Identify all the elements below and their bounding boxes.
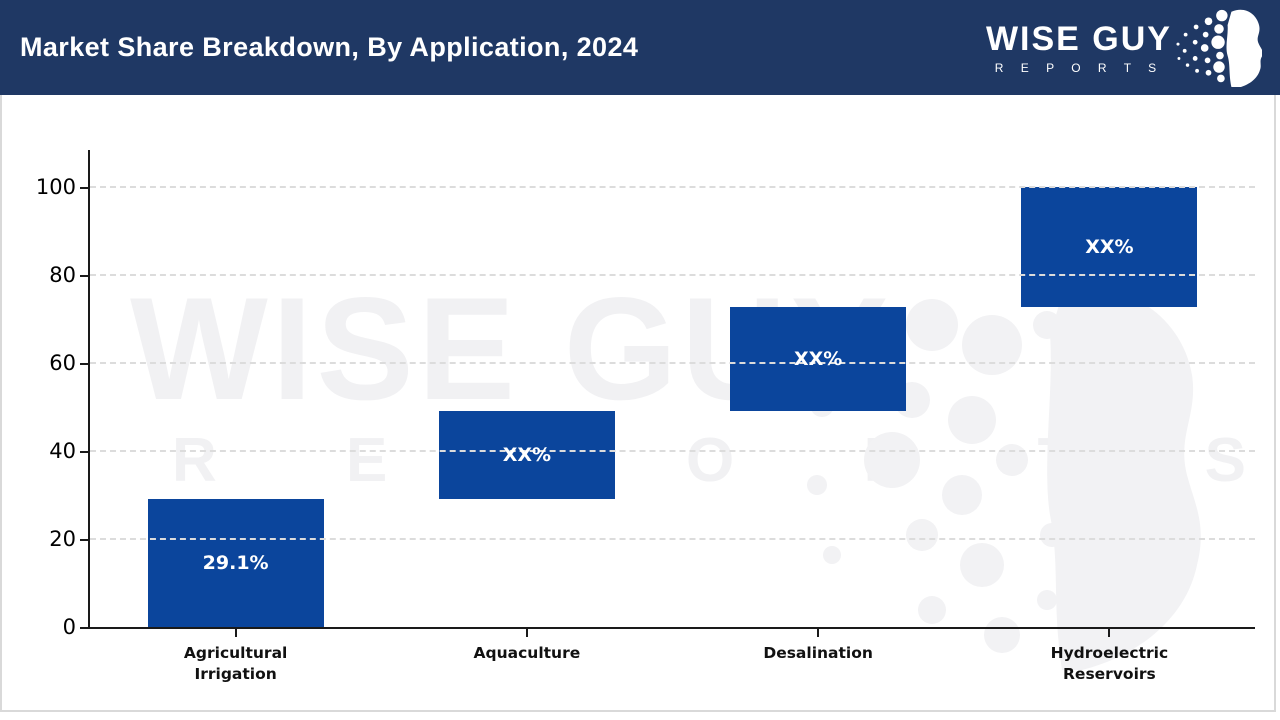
category-label: Hydroelectric Reservoirs — [1051, 643, 1169, 685]
x-tick-mark — [525, 629, 528, 637]
y-tick-label: 0 — [62, 615, 76, 639]
category-label-line: Irrigation — [194, 665, 277, 683]
chart-area: WISE GUY R E P O R T S 29.1% XX% XX% XX% 0 20… — [0, 95, 1276, 712]
y-tick-label: 20 — [49, 527, 76, 551]
y-tick-label: 80 — [49, 263, 76, 287]
gridline — [90, 450, 1255, 452]
header-bar: Market Share Breakdown, By Application, … — [0, 0, 1280, 95]
logo-subtitle: R E P O R T S — [994, 61, 1164, 75]
bar-value-label: XX% — [793, 348, 843, 371]
bar-value-label: XX% — [502, 443, 552, 466]
x-axis-line — [88, 627, 1255, 629]
x-tick-mark — [1108, 629, 1111, 637]
category-label-line: Aquaculture — [473, 644, 581, 662]
y-tick-mark — [80, 187, 88, 189]
gridline — [90, 186, 1255, 188]
category-label-line: Desalination — [763, 644, 873, 662]
logo-text: WISE GUY R E P O R T S — [986, 19, 1172, 75]
gridline — [90, 274, 1255, 276]
bar-segment — [147, 498, 324, 627]
y-axis-line — [88, 150, 90, 629]
y-tick-mark — [80, 539, 88, 541]
x-tick-mark — [234, 629, 237, 637]
category-label-line: Agricultural — [183, 644, 288, 662]
y-tick-label: 60 — [49, 351, 76, 375]
y-tick-label: 40 — [49, 439, 76, 463]
category-label: Desalination — [763, 643, 873, 664]
page-title: Market Share Breakdown, By Application, … — [20, 32, 639, 62]
y-tick-mark — [80, 451, 88, 453]
y-tick-mark — [80, 627, 88, 629]
gridline — [90, 362, 1255, 364]
category-label-line: Reservoirs — [1062, 665, 1156, 683]
watermark-face-dots-icon — [807, 289, 1201, 670]
bar-segment — [438, 410, 615, 499]
category-label: Aquaculture — [474, 643, 581, 664]
bar-segment — [1021, 187, 1198, 308]
bar-segment — [730, 307, 907, 411]
wiseguy-logo: WISE GUY R E P O R T S — [986, 6, 1262, 88]
y-tick-mark — [80, 363, 88, 365]
gridline — [90, 538, 1255, 540]
category-label: Agricultural Irrigation — [184, 643, 287, 685]
y-tick-label: 100 — [35, 175, 76, 199]
bar-value-label: 29.1% — [202, 551, 269, 574]
logo-wordmark: WISE GUY — [985, 20, 1172, 58]
bar-value-label: XX% — [1085, 236, 1134, 259]
logo-face-icon — [1176, 9, 1262, 88]
x-tick-mark — [817, 629, 820, 637]
category-label-line: Hydroelectric — [1050, 644, 1169, 662]
y-tick-mark — [80, 275, 88, 277]
